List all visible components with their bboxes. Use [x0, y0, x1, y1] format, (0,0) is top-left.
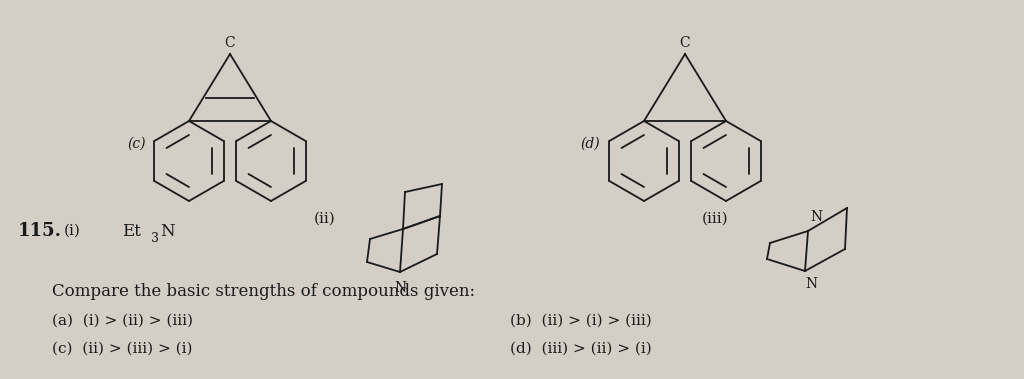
Text: (a)  (i) > (ii) > (iii): (a) (i) > (ii) > (iii): [52, 314, 193, 328]
Text: N: N: [394, 281, 407, 295]
Text: Et: Et: [122, 222, 141, 240]
Text: (i): (i): [63, 224, 81, 238]
Text: (c): (c): [128, 137, 146, 151]
Text: C: C: [224, 36, 236, 50]
Text: N: N: [805, 277, 817, 291]
Text: (ii): (ii): [314, 212, 336, 226]
Text: (d): (d): [581, 137, 600, 151]
Text: (d)  (iii) > (ii) > (i): (d) (iii) > (ii) > (i): [510, 342, 651, 356]
Text: N: N: [160, 222, 175, 240]
Text: Compare the basic strengths of compounds given:: Compare the basic strengths of compounds…: [52, 282, 475, 299]
Text: (b)  (ii) > (i) > (iii): (b) (ii) > (i) > (iii): [510, 314, 651, 328]
Text: N: N: [810, 210, 822, 224]
Text: 115.: 115.: [18, 222, 62, 240]
Text: (c)  (ii) > (iii) > (i): (c) (ii) > (iii) > (i): [52, 342, 193, 356]
Text: 3: 3: [151, 232, 159, 244]
Text: C: C: [680, 36, 690, 50]
Text: (iii): (iii): [701, 212, 728, 226]
